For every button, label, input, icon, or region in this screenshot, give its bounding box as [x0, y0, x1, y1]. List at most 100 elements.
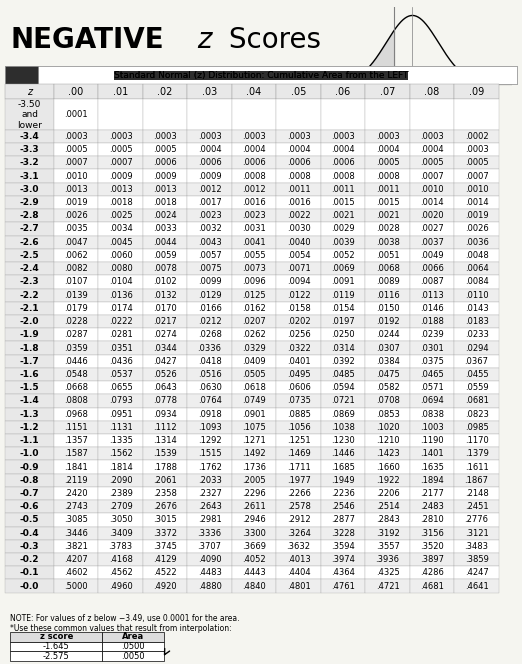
Text: .0136: .0136 — [109, 291, 133, 299]
Text: Standard Normal (z) Distribution: Cumulative Area from the LEFT: Standard Normal (z) Distribution: Cumula… — [114, 71, 408, 80]
Text: .0010: .0010 — [64, 171, 88, 181]
Bar — [321, 222, 365, 236]
Text: .4404: .4404 — [287, 568, 311, 578]
Text: .0014: .0014 — [465, 198, 489, 207]
Text: .0011: .0011 — [376, 185, 399, 194]
Bar — [187, 513, 232, 527]
Bar — [143, 473, 187, 487]
Text: .0099: .0099 — [198, 278, 221, 286]
Bar — [98, 262, 143, 276]
Text: .3372: .3372 — [153, 529, 177, 538]
Bar — [5, 222, 54, 236]
Bar — [143, 434, 187, 448]
Bar — [5, 473, 54, 487]
Bar — [5, 421, 54, 434]
Text: .0681: .0681 — [465, 396, 489, 406]
Text: .2236: .2236 — [331, 489, 355, 498]
Text: .0446: .0446 — [64, 357, 88, 366]
Bar — [232, 288, 276, 301]
Bar — [232, 301, 276, 315]
Bar — [143, 100, 187, 129]
Bar — [143, 315, 187, 328]
Bar — [98, 566, 143, 580]
Bar — [143, 553, 187, 566]
Text: .1314: .1314 — [153, 436, 177, 445]
Text: .0268: .0268 — [198, 330, 221, 339]
Text: .0329: .0329 — [242, 343, 266, 353]
Text: .2877: .2877 — [331, 515, 355, 525]
Text: .2033: .2033 — [198, 476, 221, 485]
Text: .0630: .0630 — [198, 383, 221, 392]
Bar — [187, 580, 232, 593]
Bar — [276, 368, 321, 381]
Bar — [454, 236, 499, 249]
Text: .0006: .0006 — [198, 158, 221, 167]
Text: .1736: .1736 — [242, 463, 266, 471]
Bar — [5, 100, 54, 129]
Text: .1469: .1469 — [287, 450, 311, 458]
Bar — [98, 513, 143, 527]
Text: .0014: .0014 — [420, 198, 444, 207]
Bar — [54, 566, 98, 580]
Text: .3192: .3192 — [376, 529, 399, 538]
Text: .0885: .0885 — [287, 410, 311, 419]
Text: .1151: .1151 — [64, 423, 88, 432]
Bar — [143, 381, 187, 394]
Text: .3669: .3669 — [242, 542, 266, 551]
Text: .1423: .1423 — [376, 450, 399, 458]
Text: .2514: .2514 — [376, 502, 399, 511]
Text: .0934: .0934 — [153, 410, 177, 419]
Bar — [5, 394, 54, 408]
Text: .0143: .0143 — [465, 304, 489, 313]
Bar — [143, 408, 187, 421]
Text: .1587: .1587 — [64, 450, 88, 458]
Bar — [98, 460, 143, 473]
Text: .0019: .0019 — [465, 211, 489, 220]
Bar — [321, 315, 365, 328]
Bar — [365, 196, 410, 209]
Bar — [454, 394, 499, 408]
Text: NOTE: For values of z below −3.49, use 0.0001 for the area.
*Use these common va: NOTE: For values of z below −3.49, use 0… — [10, 614, 240, 633]
Text: .0018: .0018 — [153, 198, 177, 207]
Text: -1.0: -1.0 — [20, 450, 39, 458]
Text: .2061: .2061 — [153, 476, 177, 485]
Text: .0006: .0006 — [242, 158, 266, 167]
Bar — [98, 368, 143, 381]
Bar — [454, 355, 499, 368]
Text: .1401: .1401 — [420, 450, 444, 458]
Text: .3821: .3821 — [64, 542, 88, 551]
Text: .0008: .0008 — [331, 171, 355, 181]
Text: .0808: .0808 — [64, 396, 88, 406]
Bar — [276, 540, 321, 553]
Bar — [143, 513, 187, 527]
Bar — [410, 169, 454, 183]
Bar — [276, 315, 321, 328]
Text: .0217: .0217 — [153, 317, 177, 326]
Bar — [365, 487, 410, 500]
Bar — [143, 487, 187, 500]
Bar — [102, 641, 164, 651]
Bar — [232, 527, 276, 540]
Bar — [98, 288, 143, 301]
Text: .0019: .0019 — [64, 198, 88, 207]
Text: .0749: .0749 — [242, 396, 266, 406]
Bar — [5, 434, 54, 448]
Bar — [276, 196, 321, 209]
Bar — [276, 527, 321, 540]
Bar — [54, 169, 98, 183]
Text: .0505: .0505 — [242, 370, 266, 379]
Bar — [410, 473, 454, 487]
Bar — [276, 129, 321, 143]
Text: .0073: .0073 — [242, 264, 266, 273]
Text: .0244: .0244 — [376, 330, 399, 339]
Text: .2743: .2743 — [64, 502, 88, 511]
Bar — [365, 84, 410, 100]
Bar — [454, 209, 499, 222]
Bar — [5, 540, 54, 553]
Text: .0057: .0057 — [198, 251, 221, 260]
Text: .0853: .0853 — [376, 410, 399, 419]
Bar — [410, 408, 454, 421]
Bar — [187, 553, 232, 566]
Bar — [54, 500, 98, 513]
Text: .3336: .3336 — [197, 529, 222, 538]
